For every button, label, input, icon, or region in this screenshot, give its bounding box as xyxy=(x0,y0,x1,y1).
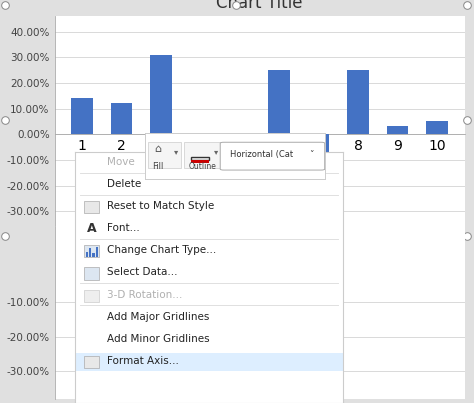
Bar xyxy=(71,98,93,134)
Text: Select Data...: Select Data... xyxy=(107,268,178,278)
Text: Fill: Fill xyxy=(153,162,164,171)
Text: Add Minor Gridlines: Add Minor Gridlines xyxy=(107,334,210,344)
Bar xyxy=(308,267,329,340)
Bar xyxy=(150,55,172,134)
Bar xyxy=(426,121,448,134)
Bar xyxy=(89,248,91,257)
Bar xyxy=(347,70,369,134)
Bar xyxy=(75,353,343,372)
Text: ˅: ˅ xyxy=(309,150,313,159)
Text: Reset to Match Style: Reset to Match Style xyxy=(107,201,214,211)
Text: Format Axis...: Format Axis... xyxy=(107,356,179,366)
Text: A: A xyxy=(87,222,96,235)
Bar xyxy=(387,127,408,134)
Text: Outline: Outline xyxy=(188,162,216,171)
Bar xyxy=(191,157,209,160)
Title: Chart Title: Chart Title xyxy=(216,0,303,12)
Bar xyxy=(84,268,99,280)
FancyBboxPatch shape xyxy=(220,142,325,170)
Text: ▾: ▾ xyxy=(214,147,218,156)
Bar xyxy=(92,253,95,257)
Bar xyxy=(84,289,99,301)
Bar xyxy=(191,160,209,163)
Text: ›: › xyxy=(314,156,319,168)
Bar xyxy=(190,267,211,285)
Text: Font...: Font... xyxy=(107,223,140,233)
Bar xyxy=(268,70,290,134)
Bar xyxy=(84,356,99,368)
Text: Move: Move xyxy=(107,157,135,167)
Text: Horizontal (Cat: Horizontal (Cat xyxy=(230,150,293,159)
Bar xyxy=(96,247,98,257)
Text: Add Major Gridlines: Add Major Gridlines xyxy=(107,312,210,322)
Bar xyxy=(86,251,88,257)
Text: 3-D Rotation...: 3-D Rotation... xyxy=(107,290,182,299)
Bar xyxy=(308,134,329,188)
Text: Change Chart Type...: Change Chart Type... xyxy=(107,245,217,256)
Bar xyxy=(148,142,181,168)
Text: ⌂: ⌂ xyxy=(155,144,162,154)
Bar xyxy=(84,201,99,213)
Bar xyxy=(184,142,220,168)
Bar xyxy=(190,134,211,147)
Bar xyxy=(111,104,132,134)
Bar xyxy=(84,245,99,258)
Text: Delete: Delete xyxy=(107,179,141,189)
Text: ▾: ▾ xyxy=(174,147,178,156)
